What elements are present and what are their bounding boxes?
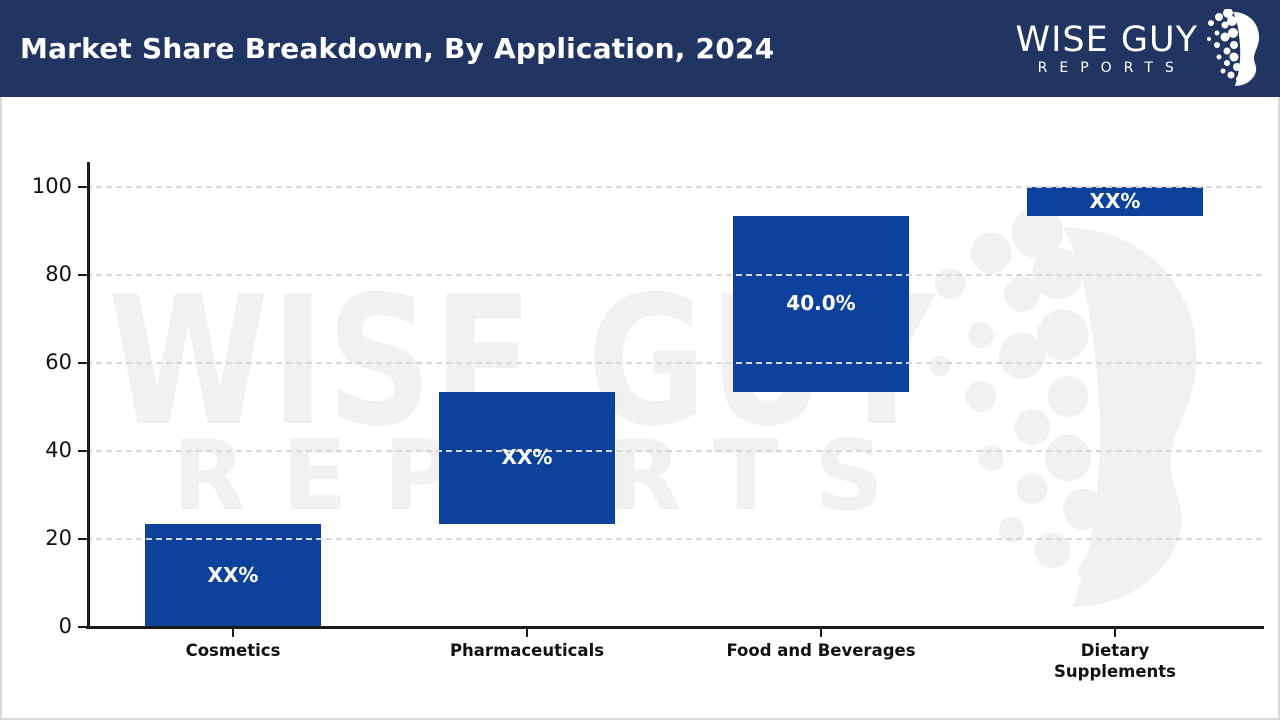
x-tick: [526, 628, 528, 637]
logo-subtitle: REPORTS: [1037, 59, 1186, 76]
x-category-label: Pharmaceuticals: [449, 641, 605, 660]
bar-value-label: XX%: [501, 445, 553, 470]
x-tick: [820, 628, 822, 637]
x-category-label: Food and Beverages: [726, 641, 916, 660]
wiseguy-logo-text: WISE GUY REPORTS: [1015, 22, 1198, 76]
y-tick: [78, 362, 87, 364]
logo-wordmark: WISE GUY: [1015, 20, 1198, 61]
bar-value-label: XX%: [207, 562, 259, 587]
y-tick: [78, 538, 87, 540]
x-category-label: Cosmetics: [185, 641, 281, 660]
x-tick: [232, 628, 234, 637]
y-gridline: [86, 450, 1262, 452]
x-tick: [1114, 628, 1116, 637]
x-axis-line: [86, 626, 1264, 629]
frame-border-left: [0, 97, 2, 720]
y-gridline: [86, 274, 1262, 276]
y-gridline: [86, 362, 1262, 364]
y-tick-label: 20: [45, 526, 72, 550]
y-tick-label: 100: [31, 174, 72, 198]
y-gridline: [86, 186, 1262, 188]
y-gridline: [86, 538, 1262, 540]
y-tick-label: 40: [45, 438, 72, 462]
wiseguy-logo: WISE GUY REPORTS: [1015, 8, 1266, 90]
y-tick: [78, 186, 87, 188]
bar-value-label: 40.0%: [786, 291, 856, 316]
frame-border-right: [1278, 97, 1280, 720]
wiseguy-head-icon: [1207, 9, 1260, 86]
bar-segment: [1027, 187, 1203, 217]
y-tick: [78, 450, 87, 452]
bar-segment: [145, 524, 321, 627]
y-tick: [78, 626, 87, 628]
frame-border-bottom: [0, 718, 1280, 720]
y-axis-line: [87, 162, 90, 629]
page-title: Market Share Breakdown, By Application, …: [20, 32, 775, 65]
header-band: Market Share Breakdown, By Application, …: [0, 0, 1280, 97]
y-tick: [78, 274, 87, 276]
x-category-label: Dietary Supplements: [1054, 641, 1176, 682]
bar-segment: [439, 392, 615, 525]
watermark-head-icon: [929, 212, 1197, 607]
bar-value-label: XX%: [1089, 188, 1141, 213]
y-tick-label: 0: [58, 614, 72, 638]
y-tick-label: 80: [45, 262, 72, 286]
y-tick-label: 60: [45, 350, 72, 374]
